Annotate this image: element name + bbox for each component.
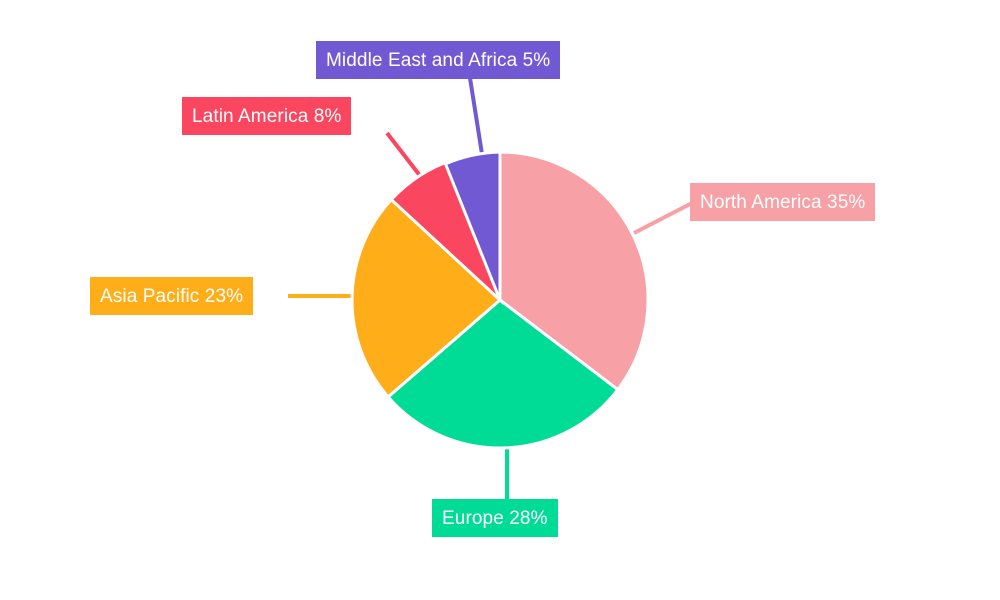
pie-label-middle-east-africa[interactable]: Middle East and Africa 5%	[316, 41, 561, 79]
pie-label-europe[interactable]: Europe 28%	[432, 499, 558, 537]
pie-slices	[350, 150, 650, 450]
leader-line-north-america	[633, 200, 695, 235]
pie-slice-north-america[interactable]	[498, 150, 650, 392]
leader-line-latin-america	[385, 131, 423, 179]
pie-label-asia-pacific[interactable]: Asia Pacific 23%	[90, 277, 254, 315]
pie-slice-europe[interactable]	[386, 298, 620, 450]
pie-slice-asia-pacific[interactable]	[350, 197, 503, 400]
pie-slice-middle-east-africa[interactable]	[443, 150, 502, 301]
leader-line-middle-east-africa	[468, 77, 484, 155]
pie-label-latin-america[interactable]: Latin America 8%	[182, 97, 352, 135]
pie-label-north-america[interactable]: North America 35%	[690, 183, 876, 221]
